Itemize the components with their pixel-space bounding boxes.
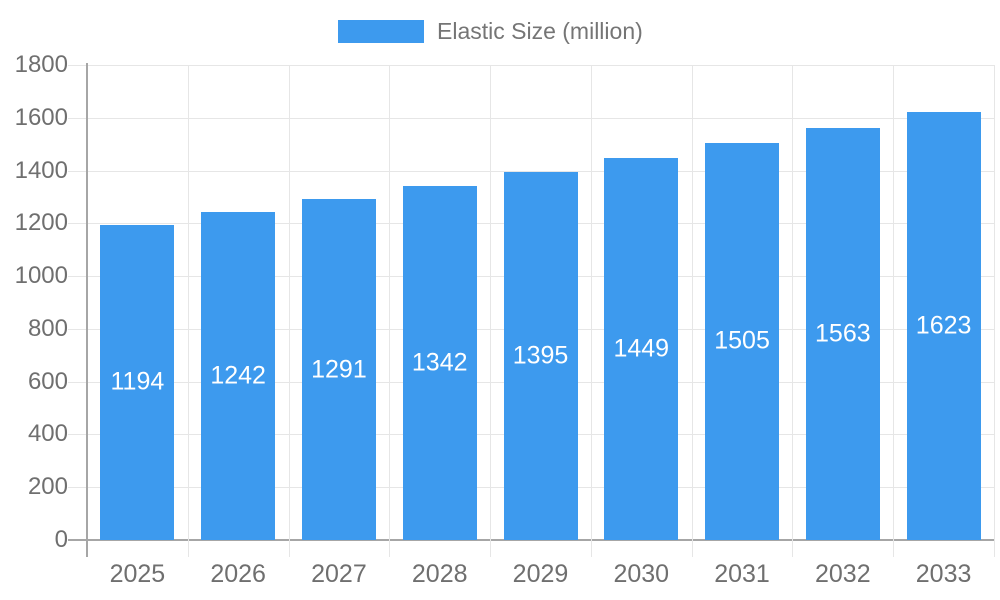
bar[interactable] bbox=[201, 212, 276, 540]
y-axis-tick-label: 200 bbox=[27, 473, 68, 501]
legend-label[interactable]: Elastic Size (million) bbox=[437, 18, 643, 44]
x-axis-category-label: 2031 bbox=[714, 560, 770, 588]
v-gridline bbox=[893, 65, 895, 557]
y-axis-tick-label: 0 bbox=[54, 526, 68, 553]
x-axis-category-label: 2029 bbox=[512, 560, 569, 588]
y-axis-tick-label: 1800 bbox=[14, 51, 68, 78]
v-gridline bbox=[490, 65, 492, 557]
h-gridline bbox=[68, 65, 994, 66]
bar[interactable] bbox=[402, 185, 477, 540]
bar[interactable] bbox=[604, 157, 679, 540]
v-gridline bbox=[792, 65, 794, 557]
bar[interactable] bbox=[301, 199, 376, 540]
bar-value-label: 1242 bbox=[210, 361, 266, 390]
x-axis-category-label: 2027 bbox=[311, 560, 367, 588]
v-gridline bbox=[590, 65, 592, 557]
bar[interactable] bbox=[906, 111, 981, 540]
y-axis-tick-label: 1200 bbox=[14, 209, 68, 237]
bar-value-label: 1342 bbox=[411, 348, 468, 377]
bar-value-label: 1395 bbox=[512, 341, 569, 370]
bar-value-label: 1291 bbox=[311, 355, 367, 384]
legend-swatch[interactable] bbox=[338, 20, 424, 43]
v-gridline bbox=[691, 65, 693, 557]
x-axis-category-label: 2032 bbox=[815, 560, 871, 588]
bar-value-label: 1563 bbox=[815, 319, 871, 348]
x-axis-category-label: 2025 bbox=[109, 560, 166, 588]
x-axis-category-label: 2026 bbox=[210, 560, 266, 588]
y-axis-tick-label: 1600 bbox=[14, 103, 68, 131]
h-gridline bbox=[68, 117, 994, 119]
bar[interactable] bbox=[100, 224, 175, 540]
x-axis-line bbox=[68, 539, 994, 541]
y-axis-tick-label: 1400 bbox=[14, 156, 68, 184]
bar[interactable] bbox=[705, 142, 780, 540]
x-axis-category-label: 2030 bbox=[613, 560, 670, 588]
v-gridline bbox=[187, 65, 189, 557]
bar-value-label: 1449 bbox=[613, 334, 670, 363]
y-axis-tick-label: 1000 bbox=[14, 262, 68, 290]
v-gridline bbox=[994, 65, 995, 557]
bar-value-label: 1194 bbox=[110, 367, 165, 396]
y-axis-line bbox=[86, 63, 88, 557]
bar-value-label: 1623 bbox=[915, 311, 972, 340]
legend[interactable]: Elastic Size (million) bbox=[338, 18, 643, 45]
y-axis-tick-label: 600 bbox=[27, 367, 68, 395]
bar[interactable] bbox=[805, 127, 880, 540]
y-axis-tick-label: 400 bbox=[27, 420, 68, 448]
v-gridline bbox=[288, 65, 290, 557]
x-axis-category-label: 2028 bbox=[411, 560, 468, 588]
bar-value-label: 1505 bbox=[714, 326, 770, 355]
v-gridline bbox=[389, 65, 391, 557]
y-axis-tick-label: 800 bbox=[27, 314, 68, 342]
h-gridline bbox=[68, 170, 994, 172]
bar[interactable] bbox=[503, 171, 578, 540]
x-axis-category-label: 2033 bbox=[915, 560, 972, 588]
